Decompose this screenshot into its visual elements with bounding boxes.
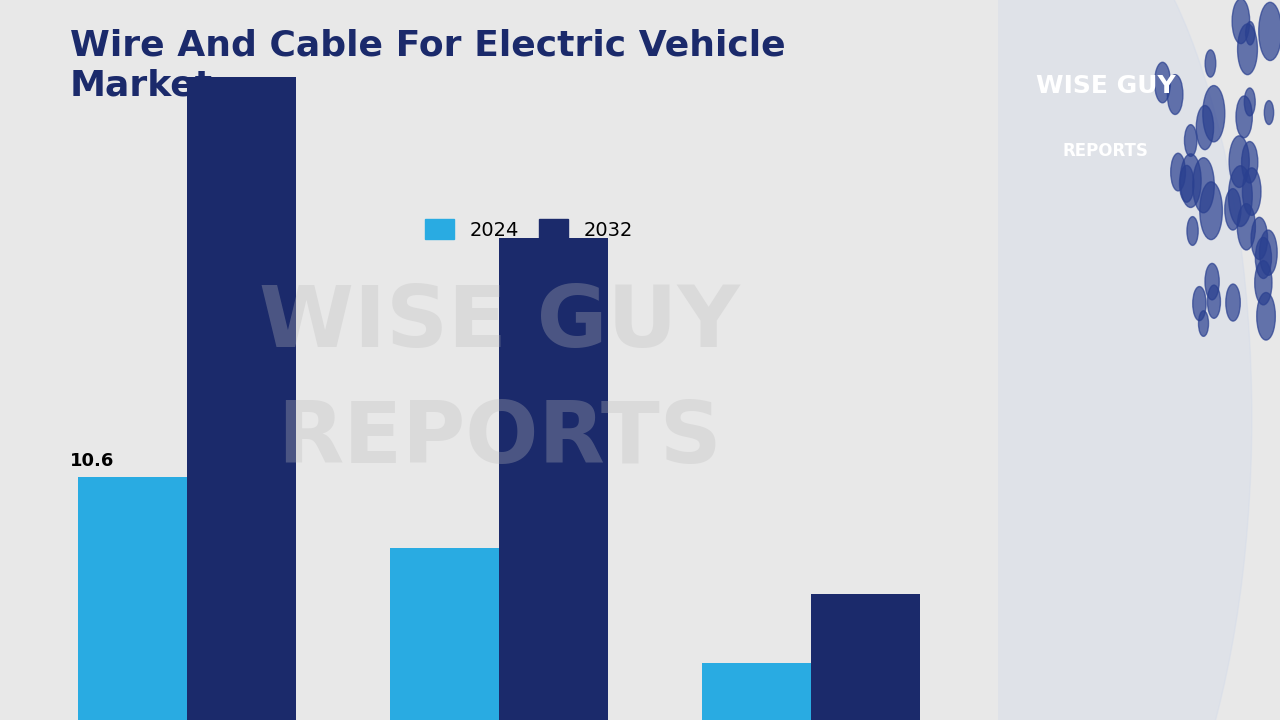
- Circle shape: [1207, 285, 1220, 318]
- Bar: [390, 548, 499, 720]
- Circle shape: [1180, 154, 1201, 207]
- Circle shape: [1229, 166, 1252, 227]
- Circle shape: [1203, 86, 1225, 142]
- Text: REPORTS: REPORTS: [1062, 142, 1148, 160]
- Text: WISE GUY: WISE GUY: [1036, 74, 1175, 99]
- Bar: [187, 77, 297, 720]
- Circle shape: [1257, 292, 1275, 340]
- Circle shape: [1229, 136, 1249, 187]
- Circle shape: [829, 0, 1252, 720]
- Circle shape: [1197, 106, 1213, 150]
- Circle shape: [1199, 182, 1222, 240]
- Circle shape: [1171, 153, 1185, 191]
- Circle shape: [1226, 284, 1240, 321]
- Circle shape: [1260, 230, 1277, 275]
- Circle shape: [1198, 311, 1208, 336]
- Circle shape: [1242, 142, 1258, 183]
- Circle shape: [1243, 168, 1261, 215]
- Circle shape: [1193, 158, 1215, 213]
- Bar: [499, 238, 608, 720]
- Text: WISE GUY
REPORTS: WISE GUY REPORTS: [259, 282, 740, 481]
- Circle shape: [1245, 22, 1254, 45]
- Circle shape: [1233, 0, 1249, 44]
- Legend: 2024, 2032: 2024, 2032: [417, 212, 641, 248]
- Circle shape: [1225, 189, 1242, 230]
- Circle shape: [1193, 287, 1206, 320]
- Circle shape: [1258, 2, 1280, 60]
- Circle shape: [1265, 101, 1274, 125]
- Circle shape: [1187, 217, 1198, 246]
- Circle shape: [1244, 88, 1256, 116]
- Bar: [78, 477, 187, 720]
- Circle shape: [1236, 96, 1252, 138]
- Text: 10.6: 10.6: [70, 451, 114, 469]
- Circle shape: [1238, 24, 1257, 75]
- Bar: [701, 662, 812, 720]
- Text: Wire And Cable For Electric Vehicle
Market: Wire And Cable For Electric Vehicle Mark…: [70, 29, 786, 102]
- Circle shape: [1204, 264, 1220, 300]
- Circle shape: [1155, 62, 1170, 103]
- Circle shape: [1167, 75, 1183, 114]
- Circle shape: [1179, 166, 1194, 202]
- Circle shape: [1184, 125, 1197, 156]
- Circle shape: [1251, 217, 1267, 259]
- Circle shape: [1206, 50, 1216, 77]
- Circle shape: [1254, 261, 1272, 305]
- Bar: [812, 594, 920, 720]
- Circle shape: [1256, 238, 1271, 279]
- Circle shape: [1238, 204, 1256, 250]
